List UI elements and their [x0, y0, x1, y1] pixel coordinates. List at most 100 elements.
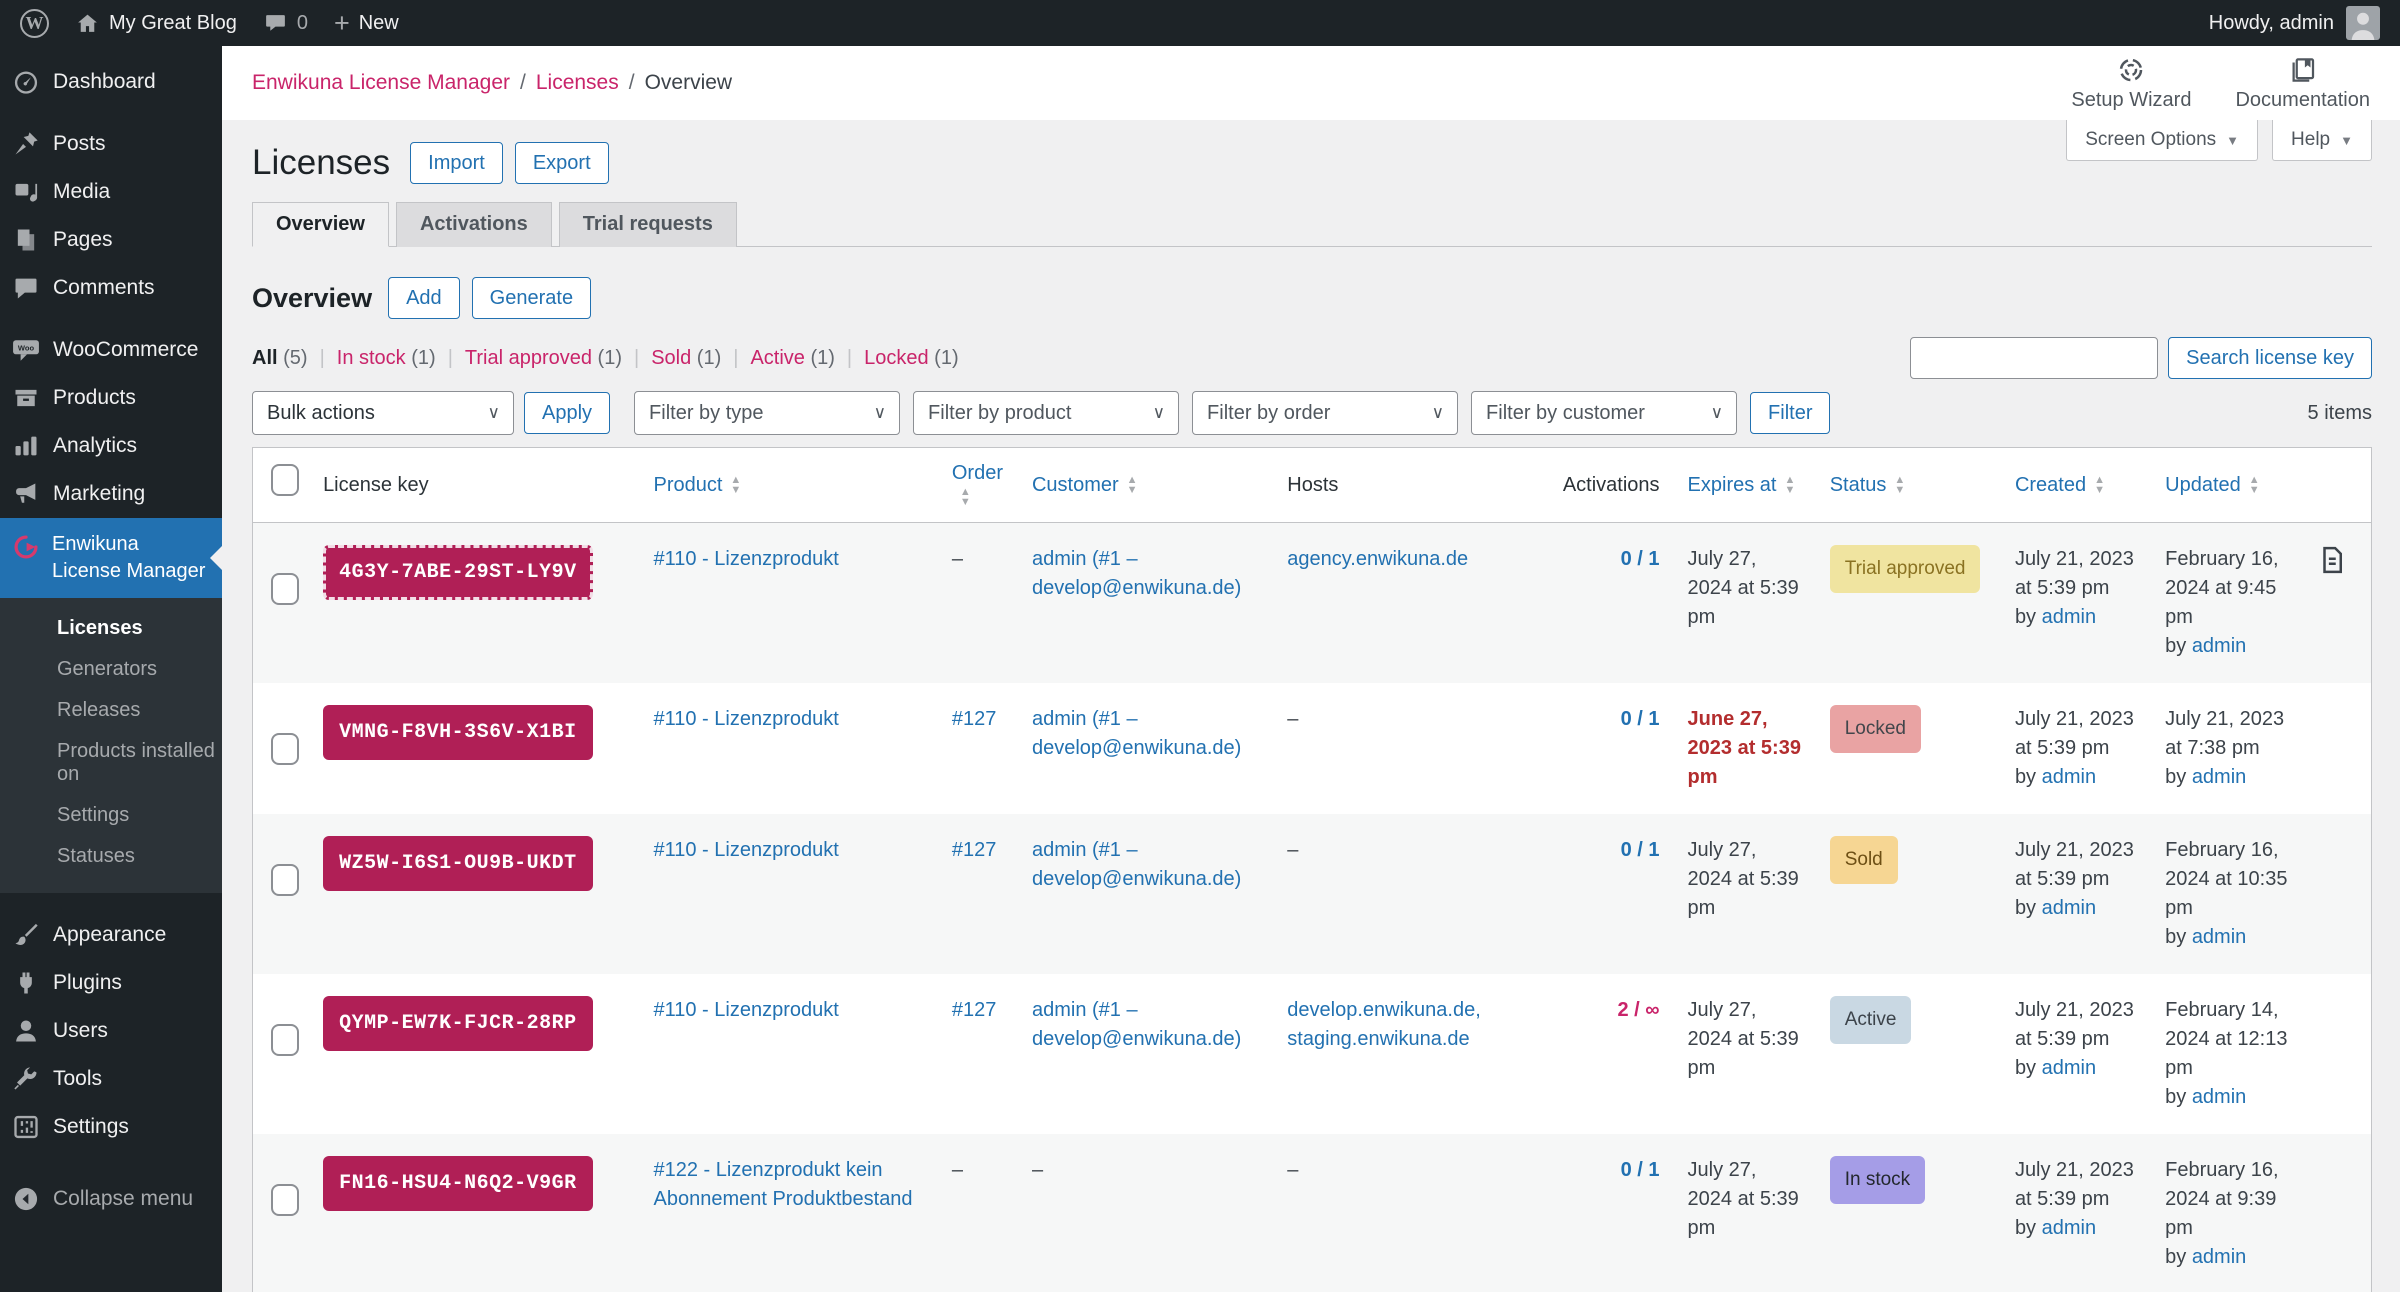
- product-link[interactable]: #110 - Lizenzprodukt: [653, 999, 839, 1021]
- breadcrumb-root-link[interactable]: Enwikuna License Manager: [252, 71, 510, 94]
- view-active[interactable]: Active (1): [750, 346, 835, 369]
- row-checkbox[interactable]: [271, 864, 299, 896]
- sidebar-subitem-licenses[interactable]: Licenses: [57, 617, 143, 639]
- created-by-link[interactable]: admin: [2041, 897, 2097, 919]
- sidebar-item-woocommerce[interactable]: Woo WooCommerce: [0, 326, 222, 374]
- product-link[interactable]: #122 - Lizenzprodukt kein Abonnement Pro…: [653, 1159, 913, 1210]
- select-filter-by-product[interactable]: Filter by product: [913, 391, 1180, 435]
- help-button[interactable]: Help ▼: [2272, 120, 2372, 161]
- created-by-link[interactable]: admin: [2041, 606, 2097, 628]
- order-link[interactable]: #127: [951, 839, 997, 861]
- search-license-input[interactable]: [1910, 337, 2159, 379]
- select-filter-by-type[interactable]: Filter by type: [634, 391, 901, 435]
- order-link[interactable]: #127: [951, 708, 997, 730]
- product-link[interactable]: #110 - Lizenzprodukt: [653, 839, 839, 861]
- updated-by-link[interactable]: admin: [2191, 635, 2247, 657]
- view-all[interactable]: All (5): [252, 346, 308, 369]
- column-header-product[interactable]: Product ▲ ▼: [653, 473, 742, 497]
- collapse-menu-button[interactable]: Collapse menu: [0, 1175, 222, 1223]
- sidebar-subitem-generators[interactable]: Generators: [57, 658, 158, 680]
- site-name-link[interactable]: My Great Blog: [75, 11, 237, 36]
- howdy-admin[interactable]: Howdy, admin: [2208, 11, 2334, 34]
- view-separator: |: [733, 346, 739, 369]
- row-checkbox[interactable]: [271, 733, 299, 765]
- export-button[interactable]: Export: [514, 142, 609, 184]
- sidebar-item-dashboard[interactable]: Dashboard: [0, 58, 222, 106]
- hosts-link[interactable]: develop.enwikuna.de, staging.enwikuna.de: [1287, 999, 1481, 1050]
- sidebar-item-posts[interactable]: Posts: [0, 120, 222, 168]
- view-sold[interactable]: Sold (1): [651, 346, 722, 369]
- screen-options-button[interactable]: Screen Options ▼: [2066, 120, 2259, 161]
- customer-link[interactable]: admin (#1 – develop@enwikuna.de): [1031, 839, 1242, 890]
- row-checkbox[interactable]: [271, 1184, 299, 1216]
- updated-by-link[interactable]: admin: [2191, 1246, 2247, 1268]
- tab-activations[interactable]: Activations: [395, 202, 552, 247]
- license-key-badge[interactable]: WZ5W-I6S1-OU9B-UKDT: [323, 836, 593, 891]
- filter-button[interactable]: Filter: [1750, 392, 1831, 434]
- view-locked[interactable]: Locked (1): [864, 346, 959, 369]
- sidebar-item-enwikuna-license-manager[interactable]: Enwikuna License Manager: [0, 518, 222, 598]
- sidebar-item-pages[interactable]: Pages: [0, 216, 222, 264]
- select-all-checkbox[interactable]: [271, 464, 299, 496]
- column-header-created[interactable]: Created ▲ ▼: [2014, 473, 2105, 497]
- generate-button[interactable]: Generate: [471, 277, 592, 319]
- column-header-expires-at[interactable]: Expires at ▲ ▼: [1687, 473, 1796, 497]
- admin-bar-comments[interactable]: 0: [263, 11, 308, 36]
- hosts-link[interactable]: agency.enwikuna.de: [1287, 548, 1469, 570]
- select-filter-by-order[interactable]: Filter by order: [1192, 391, 1459, 435]
- sidebar-item-media[interactable]: Media: [0, 168, 222, 216]
- sidebar-item-settings[interactable]: Settings: [0, 1103, 222, 1151]
- license-key-badge[interactable]: VMNG-F8VH-3S6V-X1BI: [323, 705, 593, 760]
- updated-by-link[interactable]: admin: [2191, 766, 2247, 788]
- sidebar-item-tools[interactable]: Tools: [0, 1055, 222, 1103]
- column-header-updated[interactable]: Updated ▲ ▼: [2165, 473, 2260, 497]
- license-key-badge[interactable]: QYMP-EW7K-FJCR-28RP: [323, 996, 593, 1051]
- sidebar-subitem-statuses[interactable]: Statuses: [57, 845, 135, 867]
- import-button[interactable]: Import: [410, 142, 503, 184]
- customer-link[interactable]: admin (#1 – develop@enwikuna.de): [1031, 708, 1242, 759]
- add-button[interactable]: Add: [388, 277, 460, 319]
- sidebar-subitem-products-installed-on[interactable]: Products installed on: [57, 740, 215, 785]
- created-by-link[interactable]: admin: [2041, 1217, 2097, 1239]
- select-filter-by-customer[interactable]: Filter by customer: [1471, 391, 1738, 435]
- avatar[interactable]: [2346, 6, 2380, 40]
- column-header-status[interactable]: Status ▲ ▼: [1829, 473, 1906, 497]
- apply-button[interactable]: Apply: [524, 392, 611, 434]
- updated-by-link[interactable]: admin: [2191, 926, 2247, 948]
- customer-link[interactable]: admin (#1 – develop@enwikuna.de): [1031, 999, 1242, 1050]
- sidebar-subitem-releases[interactable]: Releases: [57, 699, 141, 721]
- view-in-stock[interactable]: In stock (1): [336, 346, 436, 369]
- product-link[interactable]: #110 - Lizenzprodukt: [653, 708, 839, 730]
- license-key-badge[interactable]: FN16-HSU4-N6Q2-V9GR: [323, 1156, 593, 1211]
- sidebar-item-appearance[interactable]: Appearance: [0, 911, 222, 959]
- column-header-customer[interactable]: Customer ▲ ▼: [1031, 473, 1138, 497]
- sidebar-item-marketing[interactable]: Marketing: [0, 470, 222, 518]
- wordpress-logo-icon[interactable]: W: [20, 8, 49, 38]
- customer-link[interactable]: admin (#1 – develop@enwikuna.de): [1031, 548, 1242, 599]
- documentation-button[interactable]: Documentation: [2235, 55, 2370, 112]
- sidebar-item-products[interactable]: Products: [0, 374, 222, 422]
- product-link[interactable]: #110 - Lizenzprodukt: [653, 548, 839, 570]
- column-header-order[interactable]: Order ▲ ▼: [951, 462, 1003, 508]
- license-key-badge[interactable]: 4G3Y-7ABE-29ST-LY9V: [323, 545, 593, 600]
- tab-trial-requests[interactable]: Trial requests: [558, 202, 737, 247]
- updated-by-link[interactable]: admin: [2191, 1086, 2247, 1108]
- sidebar-subitem-settings[interactable]: Settings: [57, 804, 130, 826]
- created-by-link[interactable]: admin: [2041, 1057, 2097, 1079]
- order-link[interactable]: #127: [951, 999, 997, 1021]
- note-icon[interactable]: [2317, 545, 2347, 579]
- sidebar-item-users[interactable]: Users: [0, 1007, 222, 1055]
- row-checkbox[interactable]: [271, 573, 299, 605]
- tab-overview[interactable]: Overview: [252, 202, 389, 247]
- sidebar-item-comments[interactable]: Comments: [0, 264, 222, 312]
- created-by-link[interactable]: admin: [2041, 766, 2097, 788]
- row-checkbox[interactable]: [271, 1024, 299, 1056]
- sidebar-item-plugins[interactable]: Plugins: [0, 959, 222, 1007]
- bulk-actions-select[interactable]: Bulk actions: [252, 391, 514, 435]
- setup-wizard-button[interactable]: Setup Wizard: [2071, 55, 2191, 112]
- search-license-key-button[interactable]: Search license key: [2168, 337, 2372, 379]
- sidebar-item-analytics[interactable]: Analytics: [0, 422, 222, 470]
- view-trial-approved[interactable]: Trial approved (1): [464, 346, 622, 369]
- breadcrumb-section-link[interactable]: Licenses: [535, 71, 619, 94]
- new-content-button[interactable]: + New: [334, 10, 399, 37]
